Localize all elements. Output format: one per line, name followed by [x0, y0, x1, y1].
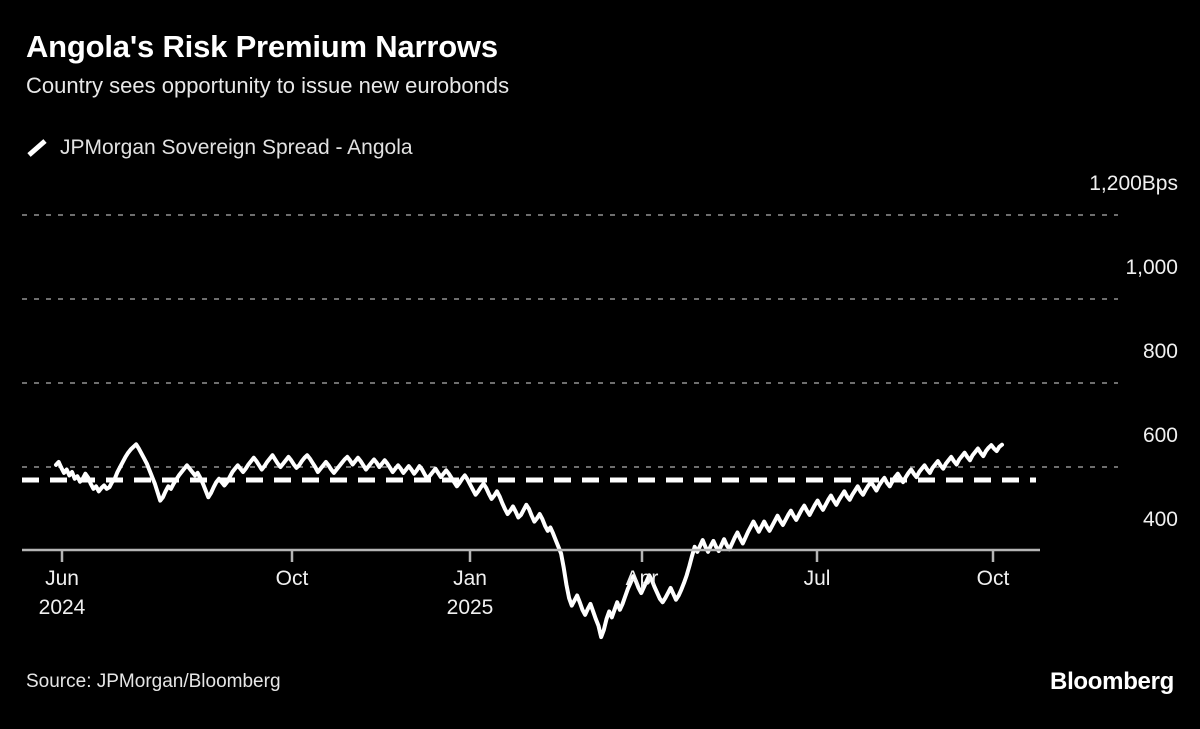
x-tick-month: Oct [976, 567, 1010, 590]
x-axis [22, 548, 1040, 562]
y-tick-label-400: 400 [1142, 508, 1178, 531]
y-tick-label-1200: 1,200Bps [1089, 172, 1178, 195]
y-tick-label-800: 800 [1142, 340, 1178, 363]
y-tick-label-600: 600 [1142, 424, 1178, 447]
source-note: Source: JPMorgan/Bloomberg [26, 671, 281, 692]
x-tick-year: 2025 [446, 596, 494, 619]
bloomberg-logo: Bloomberg [1050, 668, 1174, 695]
legend-series-label: JPMorgan Sovereign Spread - Angola [60, 136, 413, 159]
x-tick-month: Jul [803, 567, 831, 590]
chart-header: Angola's Risk Premium Narrows Country se… [26, 29, 1166, 99]
x-tick-month: Jun [45, 567, 79, 590]
x-tick-month: Apr [625, 567, 659, 590]
page-title: Angola's Risk Premium Narrows [26, 29, 498, 64]
x-tick-label-oct-2024: Oct [276, 567, 309, 591]
x-tick-label-oct-2025: Oct [977, 567, 1010, 591]
page-subtitle: Country sees opportunity to issue new eu… [26, 72, 510, 98]
x-axis-ticks [60, 550, 995, 562]
x-tick-label-jun-2024: Jun 2024 [39, 567, 86, 620]
x-tick-month: Jan [453, 567, 487, 590]
gridlines [22, 214, 1118, 468]
line-slash-icon [27, 139, 47, 157]
y-tick-label-1000: 1,000 [1125, 256, 1178, 279]
series-line-angola-spread [54, 442, 1004, 640]
x-tick-label-jul-2025: Jul [804, 567, 831, 591]
x-tick-year: 2024 [38, 596, 86, 619]
chart-legend: JPMorgan Sovereign Spread - Angola [26, 136, 413, 160]
x-tick-label-jan-2025: Jan 2025 [447, 567, 494, 620]
x-tick-month: Oct [275, 567, 309, 590]
x-tick-label-apr-2025: Apr [626, 567, 659, 591]
